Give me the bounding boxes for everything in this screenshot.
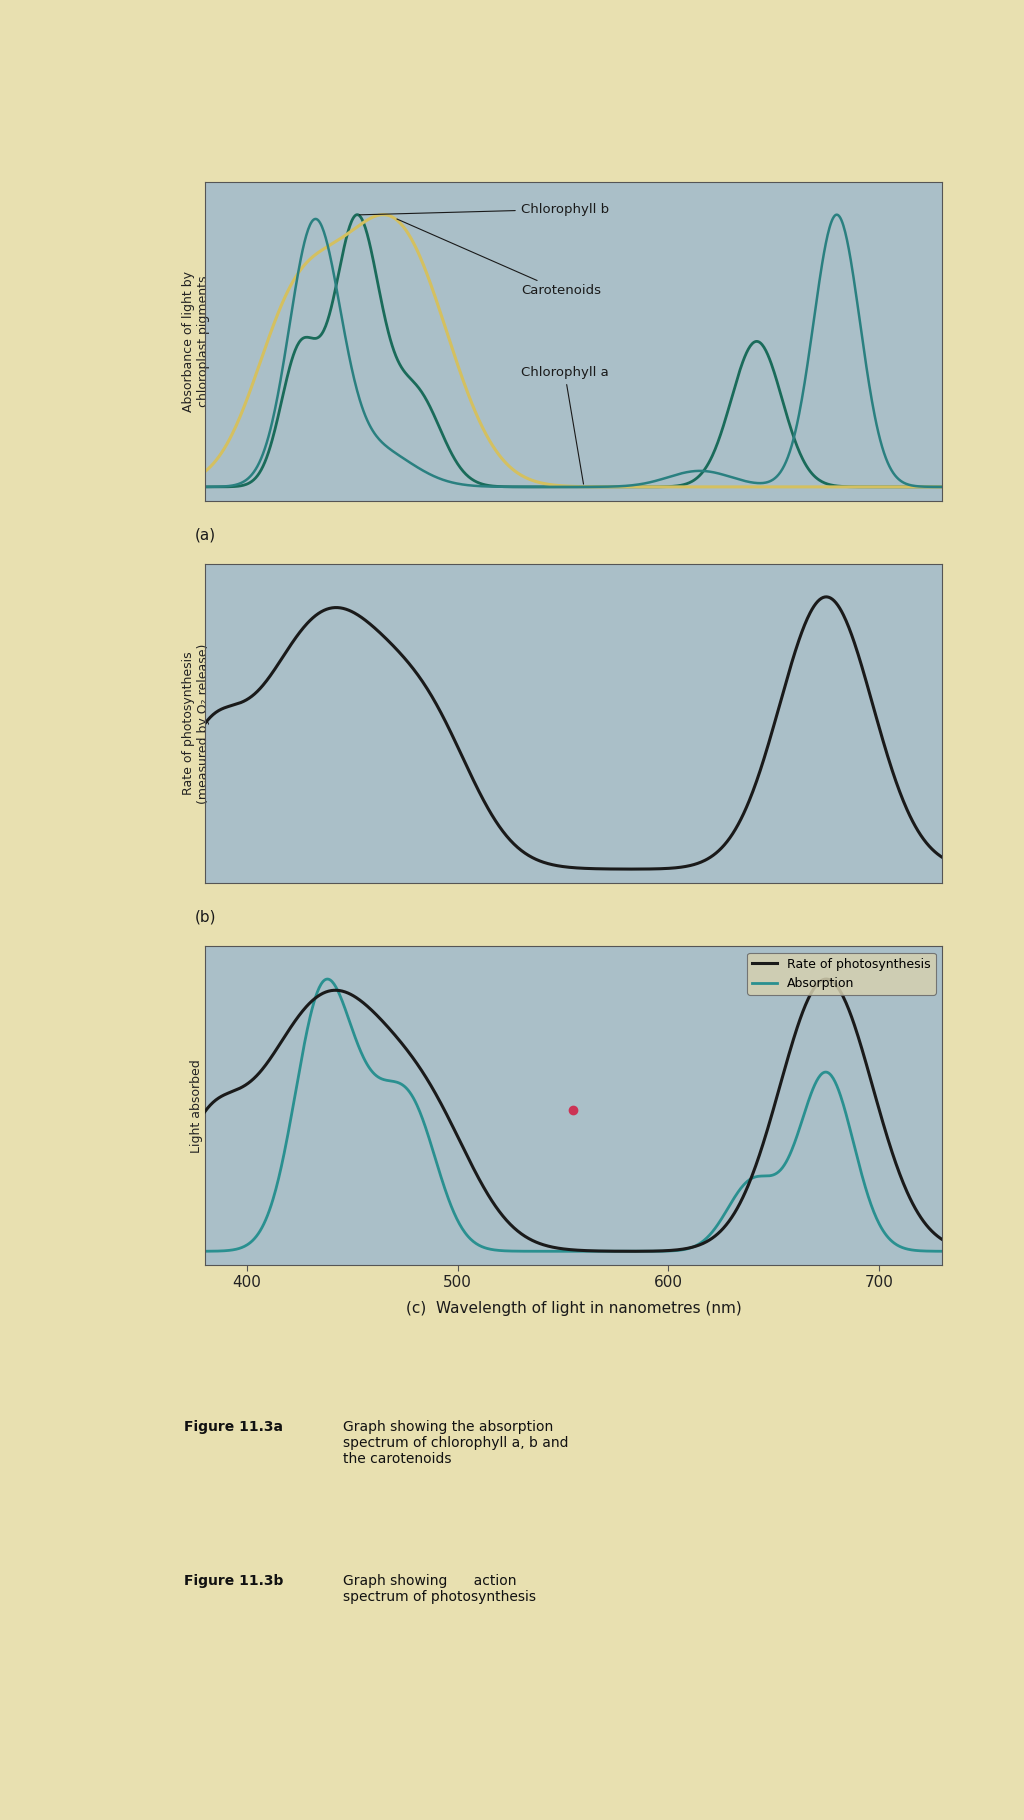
Text: Chlorophyll a: Chlorophyll a xyxy=(521,366,608,484)
Absorption xyxy=(199,1241,211,1263)
Y-axis label: Light absorbed: Light absorbed xyxy=(190,1059,203,1152)
Absorption xyxy=(648,1241,660,1263)
Rate of photosynthesis xyxy=(936,1228,948,1250)
Absorption xyxy=(322,968,334,990)
Rate of photosynthesis xyxy=(836,983,848,1005)
Rate of photosynthesis xyxy=(759,1127,771,1148)
Text: Figure 11.3b: Figure 11.3b xyxy=(184,1574,284,1589)
Text: Chlorophyll b: Chlorophyll b xyxy=(359,202,609,217)
Rate of photosynthesis xyxy=(626,1241,638,1263)
Absorption xyxy=(595,1241,607,1263)
X-axis label: (c)  Wavelength of light in nanometres (nm): (c) Wavelength of light in nanometres (n… xyxy=(406,1301,741,1316)
Text: Graph showing      action
spectrum of photosynthesis: Graph showing action spectrum of photosy… xyxy=(343,1574,536,1605)
Absorption xyxy=(760,1165,772,1187)
Y-axis label: Absorbance of light by
chloroplast pigments: Absorbance of light by chloroplast pigme… xyxy=(182,271,211,411)
Text: Carotenoids: Carotenoids xyxy=(397,218,601,297)
Line: Absorption: Absorption xyxy=(205,979,942,1252)
Text: (a): (a) xyxy=(195,528,216,542)
Rate of photosynthesis xyxy=(670,1239,682,1261)
Rate of photosynthesis xyxy=(199,1101,211,1123)
Text: Figure 11.3a: Figure 11.3a xyxy=(184,1420,284,1434)
Absorption xyxy=(936,1241,948,1263)
Absorption xyxy=(629,1241,641,1263)
Rate of photosynthesis xyxy=(244,1070,256,1092)
Legend: Rate of photosynthesis, Absorption: Rate of photosynthesis, Absorption xyxy=(748,952,936,996)
Rate of photosynthesis xyxy=(647,1239,659,1261)
Rate of photosynthesis xyxy=(819,968,831,990)
Rate of photosynthesis xyxy=(628,1241,640,1263)
Absorption xyxy=(836,1088,848,1110)
Text: Graph showing the absorption
spectrum of chlorophyll a, b and
the carotenoids: Graph showing the absorption spectrum of… xyxy=(343,1420,568,1465)
Absorption xyxy=(670,1239,682,1261)
Line: Rate of photosynthesis: Rate of photosynthesis xyxy=(205,979,942,1252)
Y-axis label: Rate of photosynthesis
(measured by O₂ release): Rate of photosynthesis (measured by O₂ r… xyxy=(182,642,211,804)
Absorption xyxy=(244,1232,256,1254)
Text: (b): (b) xyxy=(195,910,216,925)
